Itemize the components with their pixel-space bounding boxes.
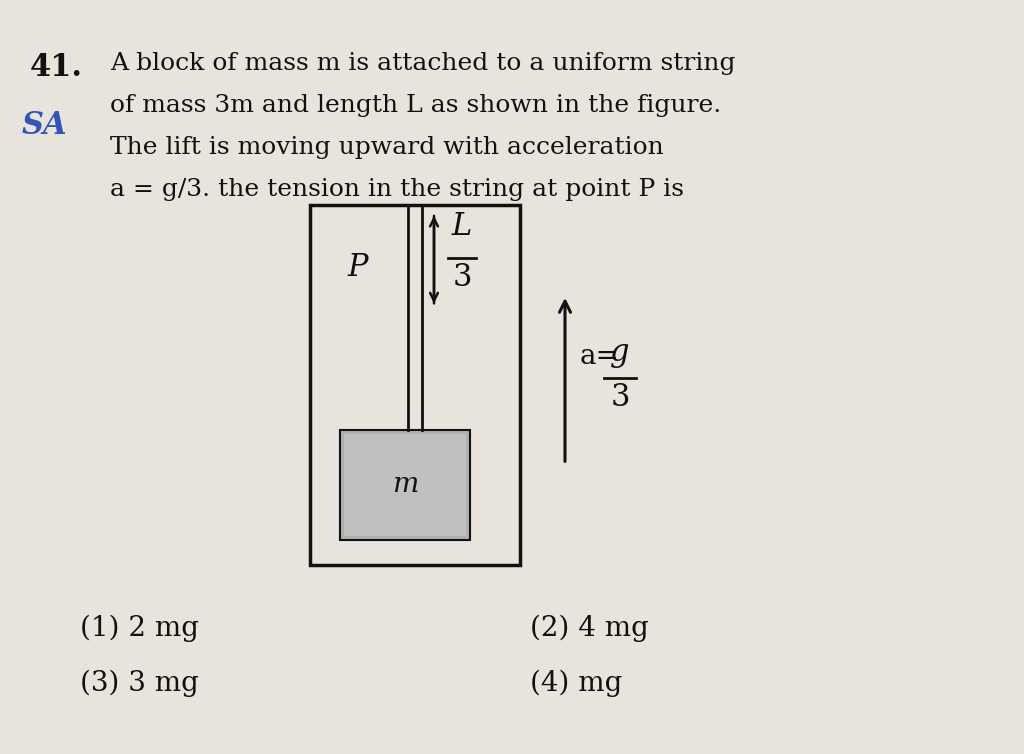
- Text: of mass 3m and length L as shown in the figure.: of mass 3m and length L as shown in the …: [110, 94, 721, 117]
- Bar: [340, 430, 470, 540]
- Text: 3: 3: [610, 382, 630, 412]
- Text: The lift is moving upward with acceleration: The lift is moving upward with accelerat…: [110, 136, 664, 159]
- Text: (3) 3 mg: (3) 3 mg: [80, 670, 199, 697]
- Text: (2) 4 mg: (2) 4 mg: [530, 615, 649, 642]
- Text: (1) 2 mg: (1) 2 mg: [80, 615, 199, 642]
- Text: a=: a=: [580, 342, 620, 369]
- Text: a = g/3. the tension in the string at point P is: a = g/3. the tension in the string at po…: [110, 178, 684, 201]
- Text: m: m: [392, 471, 418, 498]
- Text: A block of mass m is attached to a uniform string: A block of mass m is attached to a unifo…: [110, 52, 735, 75]
- Text: 41.: 41.: [30, 52, 83, 83]
- Text: g: g: [610, 336, 630, 368]
- Text: SA: SA: [22, 110, 68, 141]
- Text: L: L: [452, 210, 472, 241]
- Bar: [310, 205, 520, 565]
- Bar: [344, 434, 466, 536]
- Text: P: P: [348, 253, 369, 284]
- Text: (4) mg: (4) mg: [530, 670, 623, 697]
- Text: 3: 3: [453, 262, 472, 293]
